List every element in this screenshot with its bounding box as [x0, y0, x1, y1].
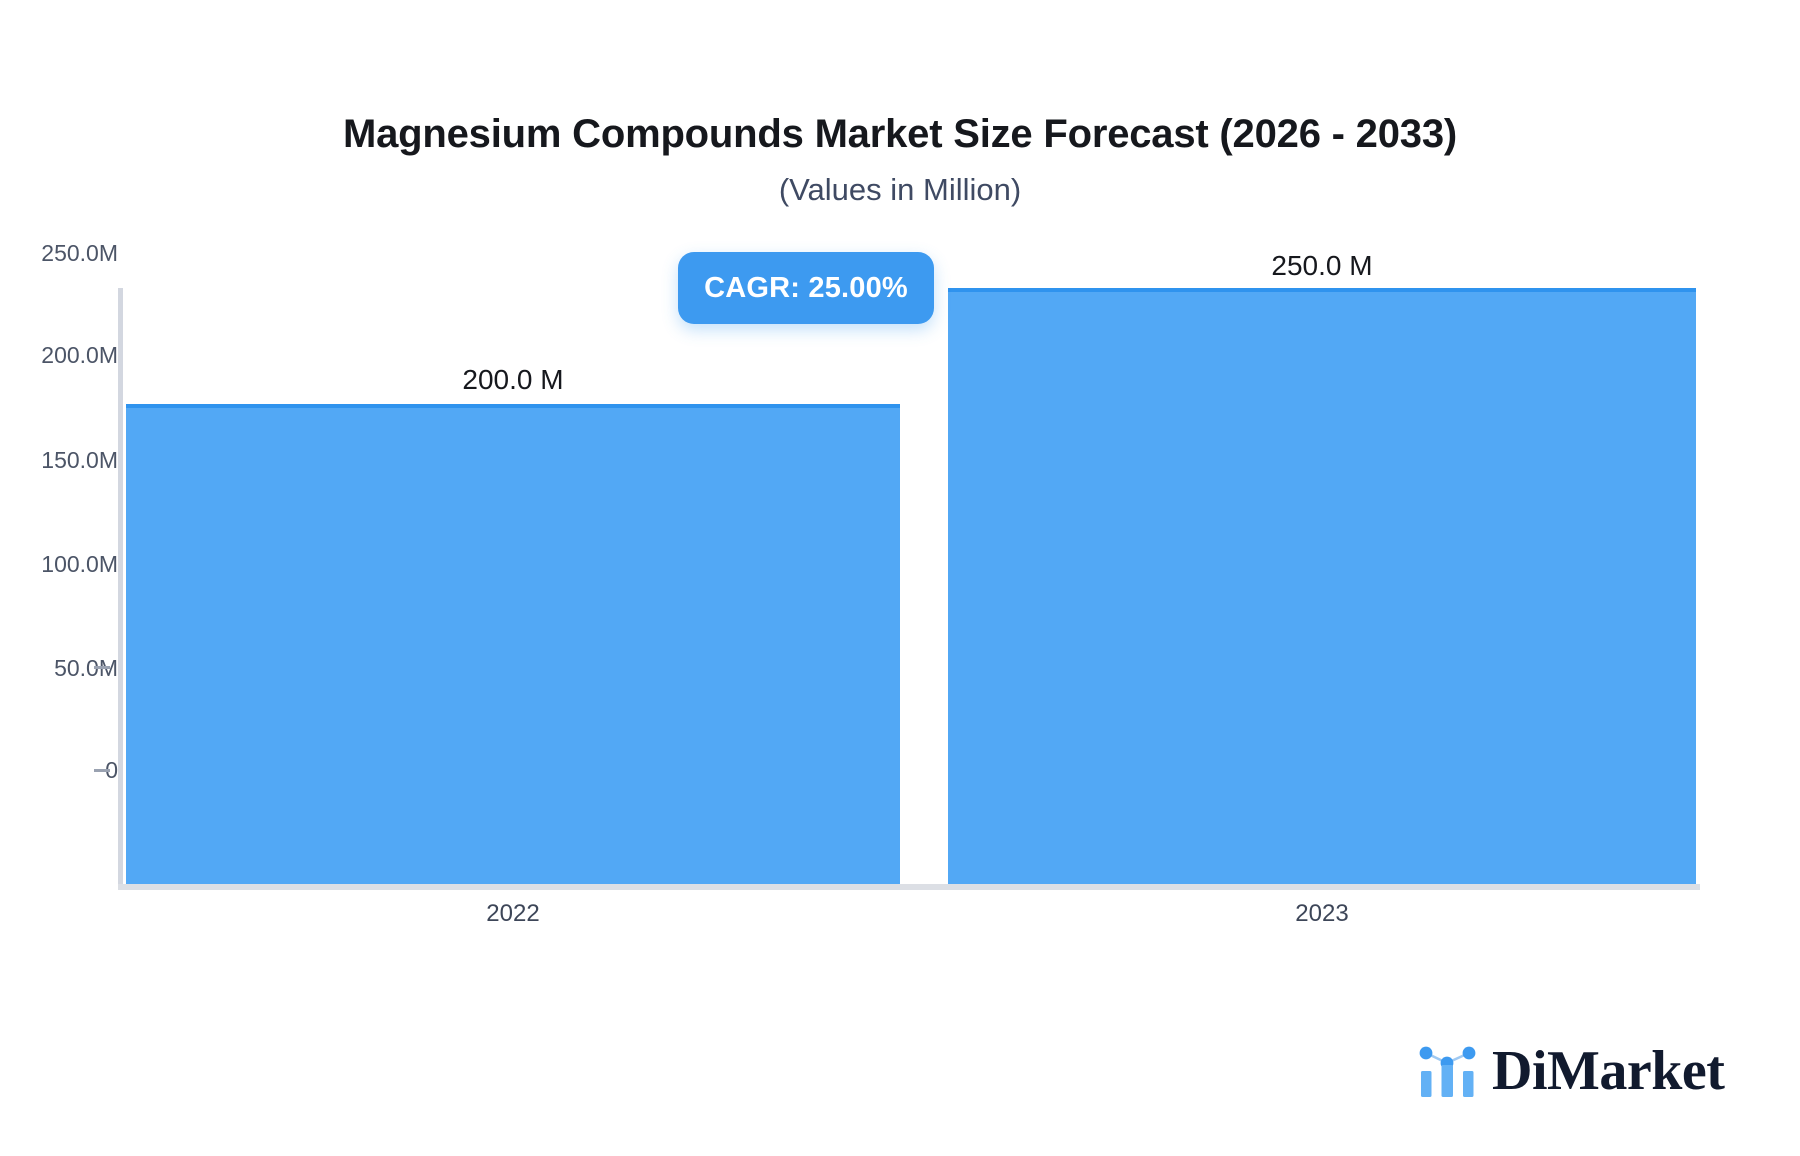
x-axis-tick-label-2023: 2023 — [1295, 900, 1349, 927]
y-axis-tick-label: 200.0M — [41, 342, 118, 368]
x-axis-tick-label-2022: 2022 — [486, 900, 540, 927]
bar-value-label-2023: 250.0 M — [1271, 250, 1373, 281]
y-axis-tick-label: 150.0M — [41, 447, 118, 473]
brand-name: DiMarket — [1492, 1040, 1725, 1102]
y-axis-tick-mark — [94, 666, 110, 669]
bar-chart-line-icon — [1418, 1043, 1478, 1099]
y-axis-tick-0: 0 — [0, 757, 118, 784]
y-axis-tick-label: 0 — [105, 757, 118, 783]
y-axis-tick-200: 200.0M — [0, 342, 118, 369]
y-axis-tick-150: 150.0M — [0, 447, 118, 474]
chart-title: Magnesium Compounds Market Size Forecast… — [343, 112, 1457, 156]
cagr-badge[interactable]: CAGR: 25.00% — [678, 252, 934, 324]
y-axis-tick-label: 100.0M — [41, 551, 118, 577]
y-axis-tick-label: 250.0M — [41, 240, 118, 266]
chart-subtitle: (Values in Million) — [778, 172, 1022, 207]
bar-2023[interactable] — [948, 288, 1696, 884]
y-axis-tick-mark — [94, 769, 110, 772]
y-axis-tick-250: 250.0M — [0, 240, 118, 267]
x-axis-line — [118, 884, 1700, 890]
y-axis-line — [118, 288, 123, 885]
bar-value-label-2022: 200.0 M — [462, 364, 564, 395]
y-axis-tick-100: 100.0M — [0, 551, 118, 578]
bar-2022[interactable] — [126, 404, 900, 884]
brand-logo: DiMarket — [1418, 1036, 1725, 1106]
cagr-badge-label: CAGR: 25.00% — [704, 271, 908, 304]
